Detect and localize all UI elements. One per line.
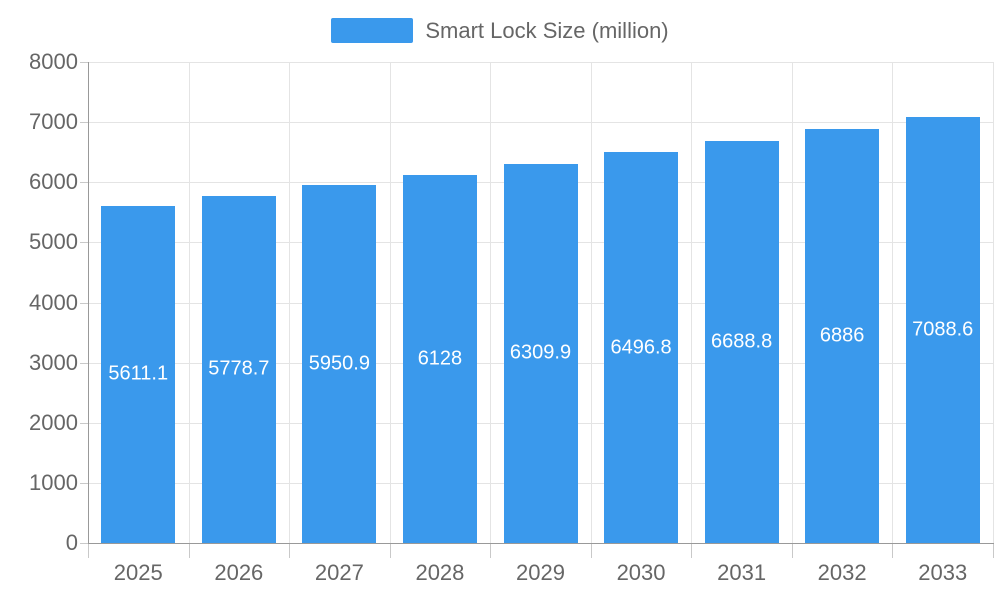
y-axis-tick-label: 4000	[29, 290, 78, 315]
x-axis-tick-label: 2032	[817, 560, 867, 585]
y-axis-tick	[80, 122, 88, 123]
legend-label: Smart Lock Size (million)	[425, 18, 669, 43]
bar-value-label: 6309.9	[509, 341, 572, 364]
y-axis-tick-label: 7000	[29, 109, 78, 134]
x-axis-tick-label: 2026	[214, 560, 264, 585]
x-gridline	[289, 62, 290, 543]
bar-value-label: 5611.1	[108, 362, 169, 385]
bar-2029[interactable]	[503, 163, 578, 543]
y-axis-tick	[80, 363, 88, 364]
x-gridline	[189, 62, 190, 543]
bar-2027[interactable]	[302, 185, 377, 543]
x-axis-tick	[892, 544, 893, 558]
bar-2032[interactable]	[805, 128, 880, 543]
x-axis-tick	[88, 544, 89, 558]
x-axis-tick	[390, 544, 391, 558]
x-gridline	[792, 62, 793, 543]
bar-value-label: 7088.6	[912, 318, 974, 341]
y-axis-tick	[80, 303, 88, 304]
y-axis-tick	[80, 62, 88, 63]
y-gridline	[88, 122, 993, 123]
x-axis-tick	[792, 544, 793, 558]
x-axis-tick	[993, 544, 994, 558]
y-axis-tick-label: 8000	[29, 49, 78, 74]
y-axis-tick-label: 0	[65, 530, 78, 555]
x-gridline	[892, 62, 893, 543]
x-axis-line	[88, 543, 994, 544]
legend-item[interactable]: Smart Lock Size (million)	[0, 18, 1000, 43]
y-axis-tick	[80, 483, 88, 484]
x-axis-tick	[591, 544, 592, 558]
y-axis-tick-label: 5000	[29, 229, 78, 254]
x-gridline	[691, 62, 692, 543]
x-axis-tick-label: 2028	[415, 560, 465, 585]
x-axis-tick	[691, 544, 692, 558]
x-gridline	[591, 62, 592, 543]
y-axis-line	[88, 62, 89, 544]
bar-2026[interactable]	[201, 195, 276, 543]
bar-value-label: 5778.7	[208, 357, 270, 380]
y-gridline	[88, 62, 993, 63]
bar-value-label: 5950.9	[308, 352, 370, 375]
y-axis-tick-label: 3000	[29, 350, 78, 375]
x-gridline	[490, 62, 491, 543]
x-axis-tick	[189, 544, 190, 558]
x-axis-tick-label: 2033	[918, 560, 968, 585]
y-axis-tick-label: 2000	[29, 410, 78, 435]
x-gridline	[993, 62, 994, 543]
x-axis-tick	[289, 544, 290, 558]
bar-2033[interactable]	[905, 116, 980, 543]
bar-value-label: 6688.8	[711, 330, 773, 353]
bar-value-label: 6496.8	[610, 336, 672, 359]
bar-2030[interactable]	[604, 152, 679, 543]
y-axis-tick-label: 6000	[29, 169, 78, 194]
y-axis-tick	[80, 543, 88, 544]
bar-2025[interactable]	[101, 205, 176, 543]
y-axis-tick	[80, 242, 88, 243]
x-axis-tick-label: 2030	[616, 560, 666, 585]
x-axis-tick-label: 2029	[516, 560, 565, 585]
x-gridline	[390, 62, 391, 543]
legend-swatch-icon	[331, 18, 414, 43]
bar-2031[interactable]	[704, 140, 779, 543]
bar-value-label: 6128	[417, 347, 463, 370]
x-axis-tick-label: 2031	[717, 560, 767, 585]
bar-value-label: 6886	[819, 324, 865, 347]
y-axis-tick	[80, 423, 88, 424]
x-axis-tick	[490, 544, 491, 558]
y-axis-tick-label: 1000	[29, 470, 78, 495]
x-axis-tick-label: 2027	[314, 560, 364, 585]
x-axis-tick-label: 2025	[113, 560, 163, 585]
y-axis-tick	[80, 182, 88, 183]
bar-2028[interactable]	[402, 174, 477, 543]
